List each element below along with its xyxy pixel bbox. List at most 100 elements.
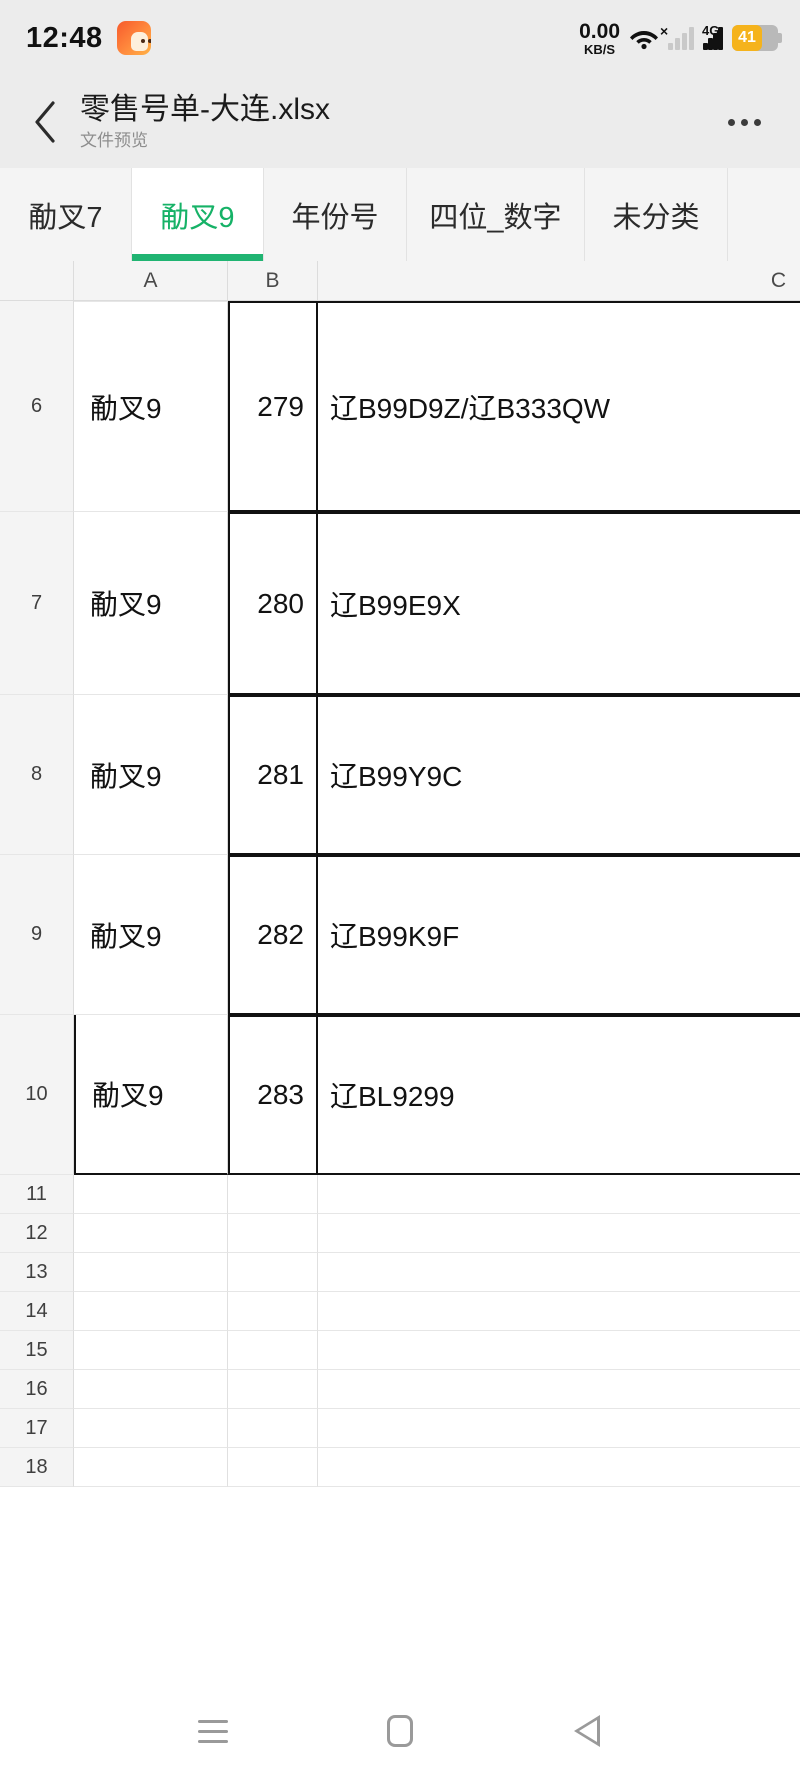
cell-c-18[interactable] — [318, 1448, 800, 1487]
cell-b-11[interactable] — [228, 1175, 318, 1214]
wifi-icon — [629, 26, 659, 50]
table-row[interactable]: 7 勈叉9 280 辽B99E9X — [0, 512, 800, 695]
table-row[interactable]: 10 勈叉9 283 辽BL9299 — [0, 1015, 800, 1175]
page-subtitle: 文件预览 — [80, 130, 148, 150]
cell-c-6[interactable]: 辽B99D9Z/辽B333QW — [318, 301, 800, 512]
cell-b-12[interactable] — [228, 1214, 318, 1253]
row-header[interactable]: 11 — [0, 1175, 74, 1214]
table-row[interactable]: 16 — [0, 1370, 800, 1409]
row-header[interactable]: 16 — [0, 1370, 74, 1409]
no-service-marker: × — [660, 23, 669, 39]
row-header[interactable]: 7 — [0, 512, 74, 695]
table-row[interactable]: 14 — [0, 1292, 800, 1331]
chat-app-icon — [116, 21, 151, 55]
cell-a-17[interactable] — [74, 1409, 228, 1448]
table-row[interactable]: 18 — [0, 1448, 800, 1487]
home-button[interactable] — [365, 1696, 435, 1766]
sheet-tab-4[interactable]: 未分类 — [585, 168, 728, 261]
cell-b-13[interactable] — [228, 1253, 318, 1292]
cell-c-15[interactable] — [318, 1331, 800, 1370]
network-type-label: 4G — [702, 22, 720, 38]
cell-c-8[interactable]: 辽B99Y9C — [318, 695, 800, 855]
cell-a-8[interactable]: 勈叉9 — [74, 695, 228, 855]
cell-a-12[interactable] — [74, 1214, 228, 1253]
table-row[interactable]: 9 勈叉9 282 辽B99K9F — [0, 855, 800, 1015]
sheet-tab-3[interactable]: 四位_数字 — [407, 168, 585, 261]
cell-a-10[interactable]: 勈叉9 — [74, 1015, 228, 1175]
cell-b-7[interactable]: 280 — [228, 512, 318, 695]
grid-rows: 6 勈叉9 279 辽B99D9Z/辽B333QW 7 勈叉9 280 辽B99E9X 8 勈叉9… — [0, 301, 800, 1487]
cell-b-14[interactable] — [228, 1292, 318, 1331]
table-row[interactable]: 13 — [0, 1253, 800, 1292]
cell-a-14[interactable] — [74, 1292, 228, 1331]
column-header-b[interactable]: B — [228, 261, 318, 300]
sheet-tab-0[interactable]: 勈叉7 — [0, 168, 132, 261]
sheet-tab-bar: 勈叉7 勈叉9 年份号 四位_数字 未分类 — [0, 168, 800, 261]
table-row[interactable]: 8 勈叉9 281 辽B99Y9C — [0, 695, 800, 855]
row-header[interactable]: 6 — [0, 301, 74, 512]
back-triangle-icon — [573, 1715, 600, 1747]
row-header[interactable]: 18 — [0, 1448, 74, 1487]
app-header: 零售号单-大连.xlsx 文件预览 — [0, 76, 800, 168]
row-header[interactable]: 13 — [0, 1253, 74, 1292]
page-title: 零售号单-大连.xlsx — [80, 93, 330, 127]
cell-b-10[interactable]: 283 — [228, 1015, 318, 1175]
cell-a-7[interactable]: 勈叉9 — [74, 512, 228, 695]
back-button[interactable] — [22, 99, 68, 145]
back-nav-button[interactable] — [552, 1696, 622, 1766]
network-speed: 0.00 KB/S — [579, 21, 620, 56]
sheet-tab-label: 四位_数字 — [429, 201, 562, 234]
column-header-a[interactable]: A — [74, 261, 228, 300]
cell-b-17[interactable] — [228, 1409, 318, 1448]
table-row[interactable]: 6 勈叉9 279 辽B99D9Z/辽B333QW — [0, 301, 800, 512]
row-header[interactable]: 8 — [0, 695, 74, 855]
cell-a-9[interactable]: 勈叉9 — [74, 855, 228, 1015]
cell-a-6[interactable]: 勈叉9 — [74, 301, 228, 512]
row-header[interactable]: 10 — [0, 1015, 74, 1175]
recents-button[interactable] — [178, 1696, 248, 1766]
battery-level: 41 — [732, 25, 762, 51]
cell-c-9[interactable]: 辽B99K9F — [318, 855, 800, 1015]
cell-c-10[interactable]: 辽BL9299 — [318, 1015, 800, 1175]
cell-a-16[interactable] — [74, 1370, 228, 1409]
grid-corner[interactable] — [0, 261, 74, 300]
row-header[interactable]: 15 — [0, 1331, 74, 1370]
table-row[interactable]: 12 — [0, 1214, 800, 1253]
column-header-c[interactable]: C — [318, 261, 800, 300]
cell-a-15[interactable] — [74, 1331, 228, 1370]
cell-c-17[interactable] — [318, 1409, 800, 1448]
cell-a-18[interactable] — [74, 1448, 228, 1487]
cell-a-13[interactable] — [74, 1253, 228, 1292]
sheet-tab-label: 未分类 — [612, 201, 700, 234]
row-header[interactable]: 17 — [0, 1409, 74, 1448]
row-header[interactable]: 12 — [0, 1214, 74, 1253]
cell-b-8[interactable]: 281 — [228, 695, 318, 855]
cell-b-15[interactable] — [228, 1331, 318, 1370]
more-options-icon — [727, 118, 761, 126]
cell-c-16[interactable] — [318, 1370, 800, 1409]
cell-b-18[interactable] — [228, 1448, 318, 1487]
row-header[interactable]: 9 — [0, 855, 74, 1015]
table-row[interactable]: 17 — [0, 1409, 800, 1448]
chevron-left-icon — [31, 99, 59, 145]
cell-c-14[interactable] — [318, 1292, 800, 1331]
sheet-tab-2[interactable]: 年份号 — [264, 168, 407, 261]
sheet-tab-1[interactable]: 勈叉9 — [132, 168, 264, 261]
cell-c-12[interactable] — [318, 1214, 800, 1253]
cell-b-9[interactable]: 282 — [228, 855, 318, 1015]
recents-icon — [198, 1719, 229, 1743]
cell-c-11[interactable] — [318, 1175, 800, 1214]
more-options-button[interactable] — [716, 94, 772, 150]
table-row[interactable]: 15 — [0, 1331, 800, 1370]
cell-c-7[interactable]: 辽B99E9X — [318, 512, 800, 695]
table-row[interactable]: 11 — [0, 1175, 800, 1214]
spreadsheet-grid[interactable]: A B C 6 勈叉9 279 辽B99D9Z/辽B333QW 7 勈叉9 280 辽B99E… — [0, 261, 800, 1487]
system-navigation-bar — [0, 1675, 800, 1787]
cell-b-6[interactable]: 279 — [228, 301, 318, 512]
cell-c-13[interactable] — [318, 1253, 800, 1292]
cell-b-16[interactable] — [228, 1370, 318, 1409]
sheet-tab-label: 勈叉9 — [160, 201, 235, 234]
cell-a-11[interactable] — [74, 1175, 228, 1214]
row-header[interactable]: 14 — [0, 1292, 74, 1331]
